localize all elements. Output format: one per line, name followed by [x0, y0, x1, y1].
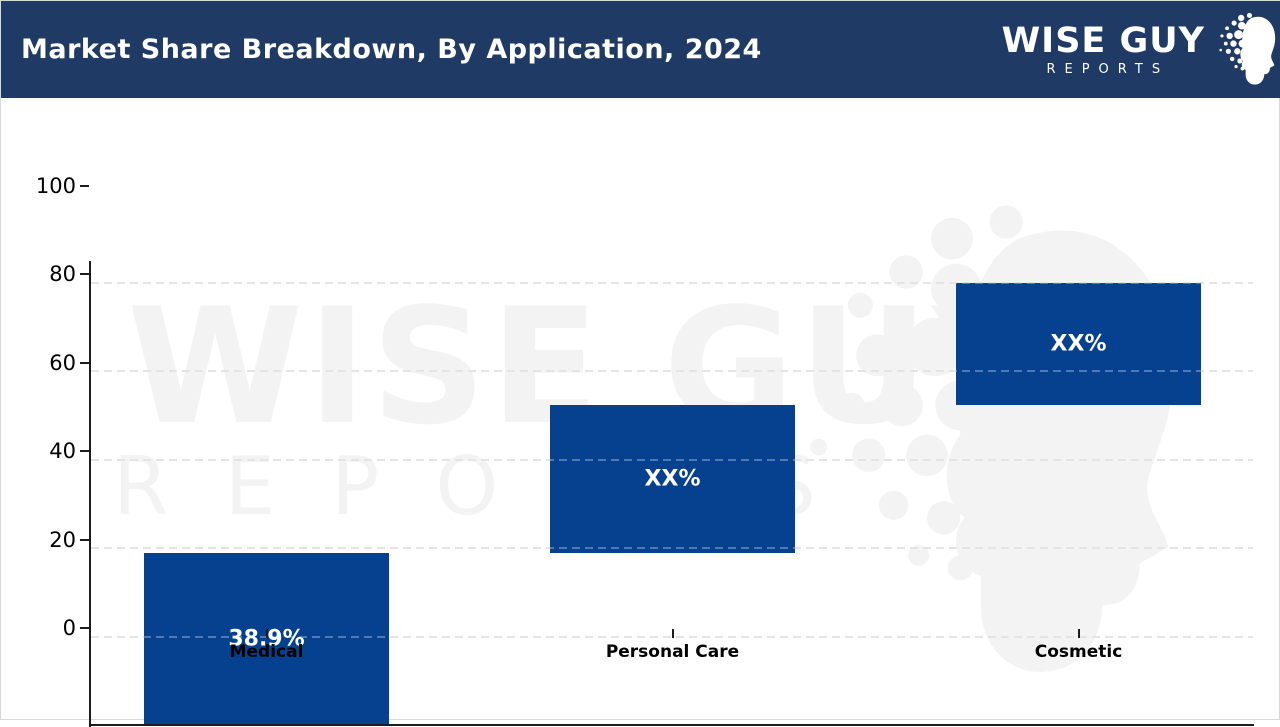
x-tick-label-personal-care: Personal Care [605, 642, 740, 662]
y-tick-label-60: 60 [49, 350, 76, 375]
y-axis-spine [89, 261, 91, 727]
x-tick-label-cosmetic: Cosmetic [1034, 642, 1123, 662]
y-tick-0 [80, 627, 89, 629]
x-tick-2 [1077, 629, 1080, 638]
x-tick-0 [265, 629, 268, 638]
y-tick-60 [80, 361, 89, 364]
x-axis-spine [89, 724, 1254, 726]
wiseguy-logo-text: WISE GUY REPORTS [1001, 20, 1205, 77]
bar-personal-care [550, 404, 795, 554]
y-tick-label-40: 40 [49, 439, 76, 464]
y-tick-label-80: 80 [49, 262, 76, 287]
header-bar: Market Share Breakdown, By Application, … [1, 1, 1280, 98]
gridline-y40 [91, 547, 1253, 550]
bar-cosmetic [956, 283, 1201, 405]
gridline-y100 [91, 282, 1253, 285]
gridline-y80 [91, 370, 1253, 373]
chart-title: Market Share Breakdown, By Application, … [21, 34, 762, 65]
y-tick-label-20: 20 [49, 527, 76, 552]
y-tick-100 [80, 185, 89, 188]
chart-area: 0 20 40 60 80 100 Medical Personal Care Cosmeti… [1, 98, 1279, 727]
gridline-y100 [91, 282, 1253, 285]
gridline-y60 [91, 458, 1253, 461]
y-tick-20 [80, 538, 89, 541]
logo-wordmark: WISE GUY [1001, 20, 1205, 61]
y-tick-80 [80, 273, 89, 276]
bar-medical [144, 553, 389, 725]
y-tick-label-100: 100 [35, 174, 76, 199]
wiseguy-face-icon [1219, 12, 1276, 85]
bar-label-personal-care: XX% [644, 466, 701, 492]
x-tick-label-medical: Medical [229, 642, 304, 662]
wiseguy-logo: WISE GUY REPORTS [1002, 1, 1277, 98]
y-tick-label-0: 0 [62, 616, 76, 640]
gridline-y80 [91, 370, 1253, 373]
logo-subtitle: REPORTS [1046, 61, 1170, 77]
plot-area: 38.9% XX% XX% [91, 261, 1253, 725]
bar-label-cosmetic: XX% [1050, 331, 1107, 357]
y-tick-40 [80, 450, 89, 453]
x-tick-1 [671, 629, 674, 638]
